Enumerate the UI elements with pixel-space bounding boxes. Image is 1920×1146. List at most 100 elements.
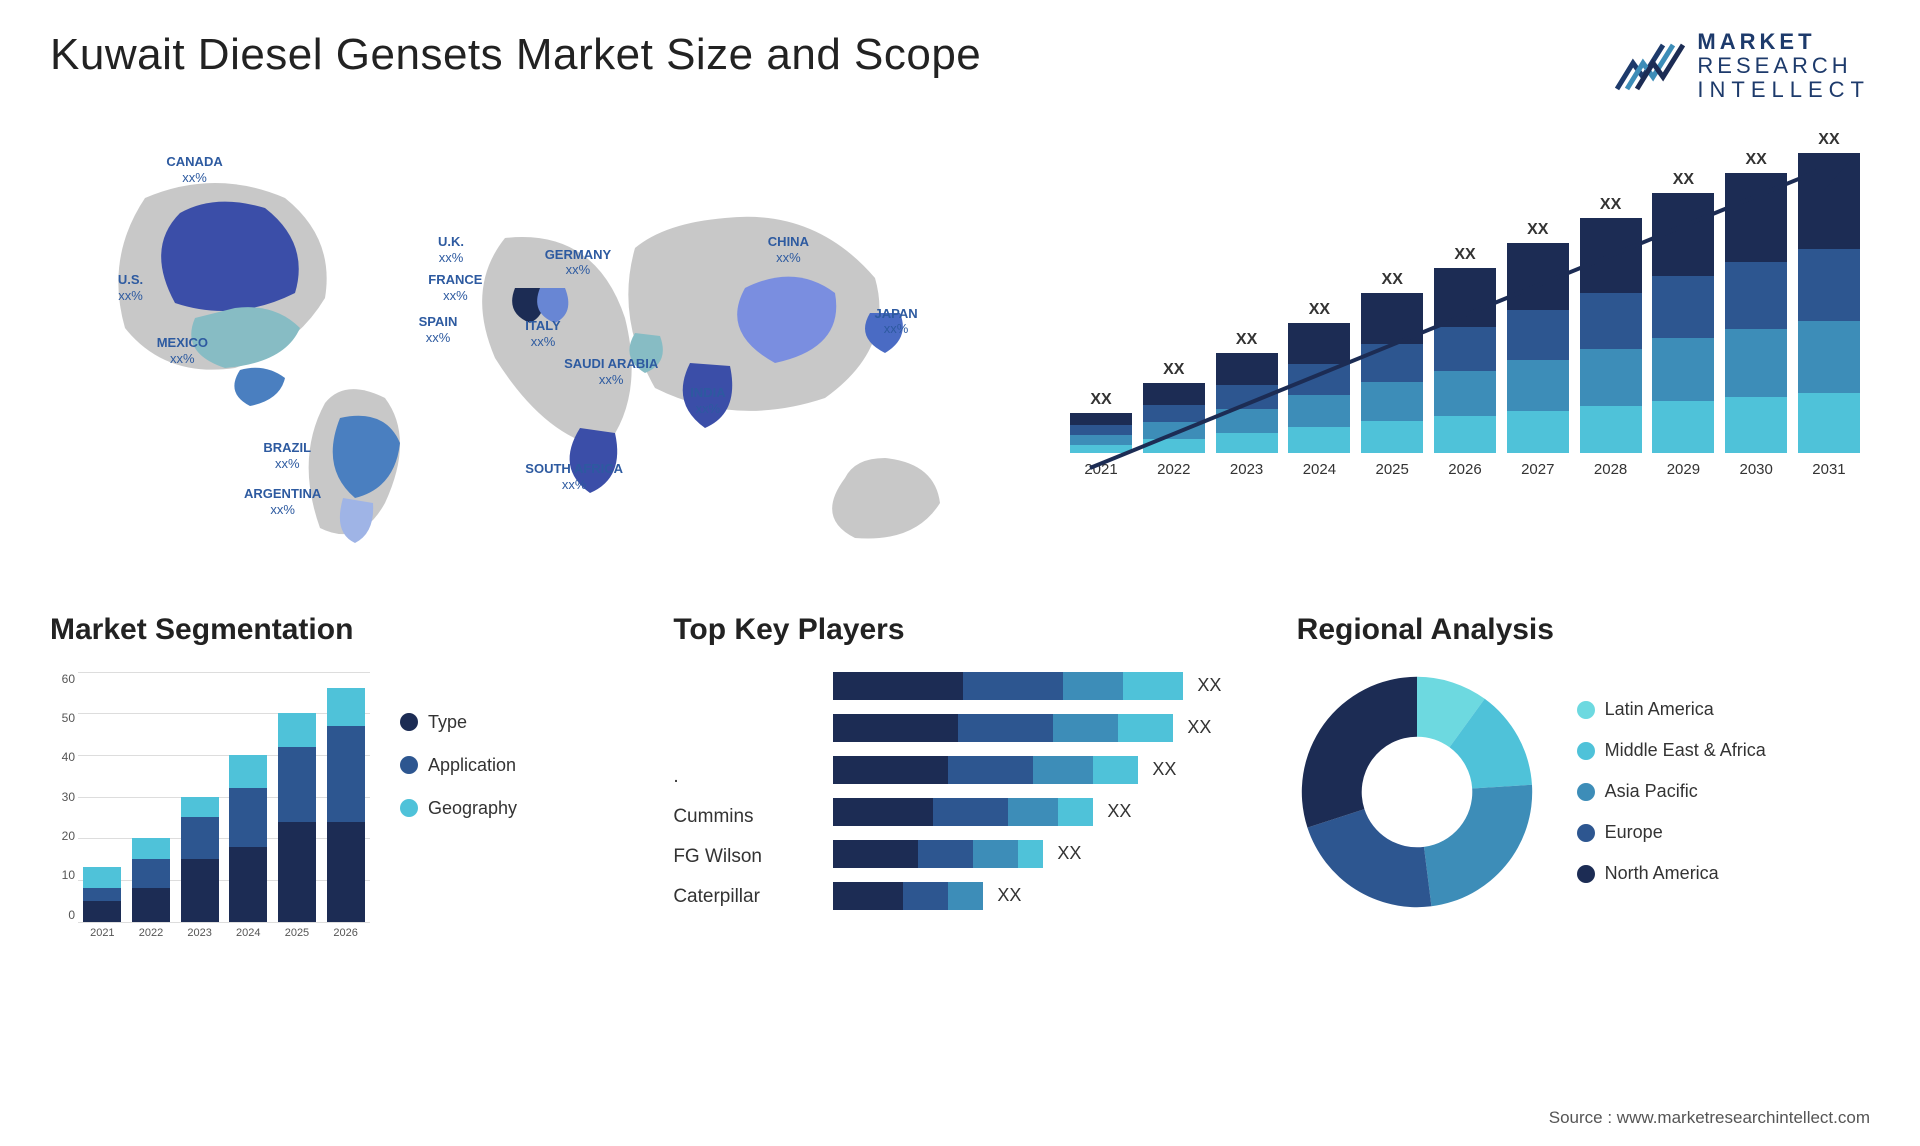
growth-bar: XX 2023 [1216,331,1278,478]
player-bar-row: XX [833,756,1221,784]
player-bar-row: XX [833,672,1221,700]
player-name: FG Wilson [673,846,813,868]
player-name: . [673,766,813,788]
segmentation-panel: Market Segmentation 6050403020100 202120… [50,613,623,952]
map-label: BRAZILxx% [263,440,311,471]
logo-icon [1615,39,1685,94]
legend-item: Latin America [1577,699,1766,720]
player-value-label: XX [1187,717,1211,738]
bar-year-label: 2029 [1667,461,1700,478]
legend-item: Middle East & Africa [1577,740,1766,761]
regional-title: Regional Analysis [1297,613,1870,647]
donut-slice [1301,676,1416,827]
growth-bar: XX 2030 [1725,151,1787,478]
player-bar-row: XX [833,798,1221,826]
key-players-title: Top Key Players [673,613,1246,647]
segmentation-bar [181,797,219,922]
map-label: U.K.xx% [438,234,464,265]
segmentation-bar [229,755,267,922]
page-title: Kuwait Diesel Gensets Market Size and Sc… [50,30,981,80]
map-label: SOUTH AFRICAxx% [525,461,623,492]
segmentation-bar [83,867,121,921]
growth-bar: XX 2026 [1434,246,1496,478]
map-label: MEXICOxx% [157,335,208,366]
segmentation-title: Market Segmentation [50,613,623,647]
map-label: U.S.xx% [118,272,143,303]
player-value-label: XX [1057,843,1081,864]
bar-year-label: 2024 [1303,461,1336,478]
map-label: CANADAxx% [166,154,222,185]
bar-value-label: XX [1309,301,1330,319]
regional-legend: Latin America Middle East & Africa Asia Pa… [1577,699,1766,884]
bar-value-label: XX [1746,151,1767,169]
bar-value-label: XX [1454,246,1475,264]
bar-year-label: 2021 [1084,461,1117,478]
brand-logo: MARKET RESEARCH INTELLECT [1615,30,1870,103]
segmentation-legend: Type Application Geography [400,712,517,952]
player-value-label: XX [997,885,1021,906]
legend-item: Geography [400,798,517,819]
map-label: SPAINxx% [419,314,458,345]
map-label: ITALYxx% [525,318,560,349]
bar-value-label: XX [1382,271,1403,289]
bar-year-label: 2022 [1157,461,1190,478]
segmentation-bar [278,713,316,921]
bar-year-label: 2023 [1230,461,1263,478]
bar-value-label: XX [1818,131,1839,149]
regional-donut-chart [1297,672,1537,912]
bar-year-label: 2025 [1376,461,1409,478]
bar-value-label: XX [1527,221,1548,239]
player-bar-row: XX [833,882,1221,910]
growth-bar: XX 2021 [1070,391,1132,478]
player-bar-row: XX [833,714,1221,742]
logo-line2: RESEARCH [1697,54,1870,78]
player-name: Caterpillar [673,886,813,908]
growth-bar: XX 2025 [1361,271,1423,478]
growth-bar: XX 2027 [1507,221,1569,478]
segmentation-bar [132,838,170,921]
growth-bar: XX 2028 [1580,196,1642,478]
growth-bar: XX 2031 [1798,131,1860,478]
bar-value-label: XX [1673,171,1694,189]
bar-value-label: XX [1600,196,1621,214]
player-name-list: . Cummins FG Wilson Caterpillar [673,672,813,910]
player-bars: XX XX XX XX XX XX [833,672,1221,910]
map-label: ARGENTINAxx% [244,486,321,517]
growth-bar-chart: XX 2021 XX 2022 XX 2023 XX 2024 XX 2025 XX 2026 XX 20… [1060,138,1870,558]
legend-item: Application [400,755,517,776]
source-citation: Source : www.marketresearchintellect.com [1549,1108,1870,1128]
segmentation-chart: 6050403020100 202120222023202420252026 [50,672,370,952]
player-bar-row: XX [833,840,1221,868]
key-players-panel: Top Key Players . Cummins FG Wilson Caterpi… [673,613,1246,952]
legend-item: Type [400,712,517,733]
bar-year-label: 2028 [1594,461,1627,478]
map-label: CHINAxx% [768,234,809,265]
map-label: GERMANYxx% [545,247,611,278]
growth-bar: XX 2024 [1288,301,1350,478]
player-value-label: XX [1107,801,1131,822]
regional-panel: Regional Analysis Latin America Middle Ea… [1297,613,1870,952]
map-label: SAUDI ARABIAxx% [564,356,658,387]
map-label: FRANCExx% [428,272,482,303]
bar-year-label: 2027 [1521,461,1554,478]
world-map: CANADAxx% U.S.xx% MEXICOxx% BRAZILxx% ARGENT… [50,138,1020,558]
bar-year-label: 2030 [1739,461,1772,478]
player-value-label: XX [1197,675,1221,696]
logo-line3: INTELLECT [1697,78,1870,102]
donut-slice [1307,809,1431,907]
map-label: INDIAxx% [690,385,725,416]
bar-value-label: XX [1236,331,1257,349]
bar-year-label: 2026 [1448,461,1481,478]
logo-line1: MARKET [1697,30,1870,54]
growth-bar: XX 2022 [1143,361,1205,478]
player-name: Cummins [673,806,813,828]
bar-year-label: 2031 [1812,461,1845,478]
growth-bar: XX 2029 [1652,171,1714,478]
legend-item: North America [1577,863,1766,884]
map-label: JAPANxx% [875,306,918,337]
bar-value-label: XX [1090,391,1111,409]
legend-item: Asia Pacific [1577,781,1766,802]
player-value-label: XX [1152,759,1176,780]
donut-slice [1424,784,1532,906]
bar-value-label: XX [1163,361,1184,379]
